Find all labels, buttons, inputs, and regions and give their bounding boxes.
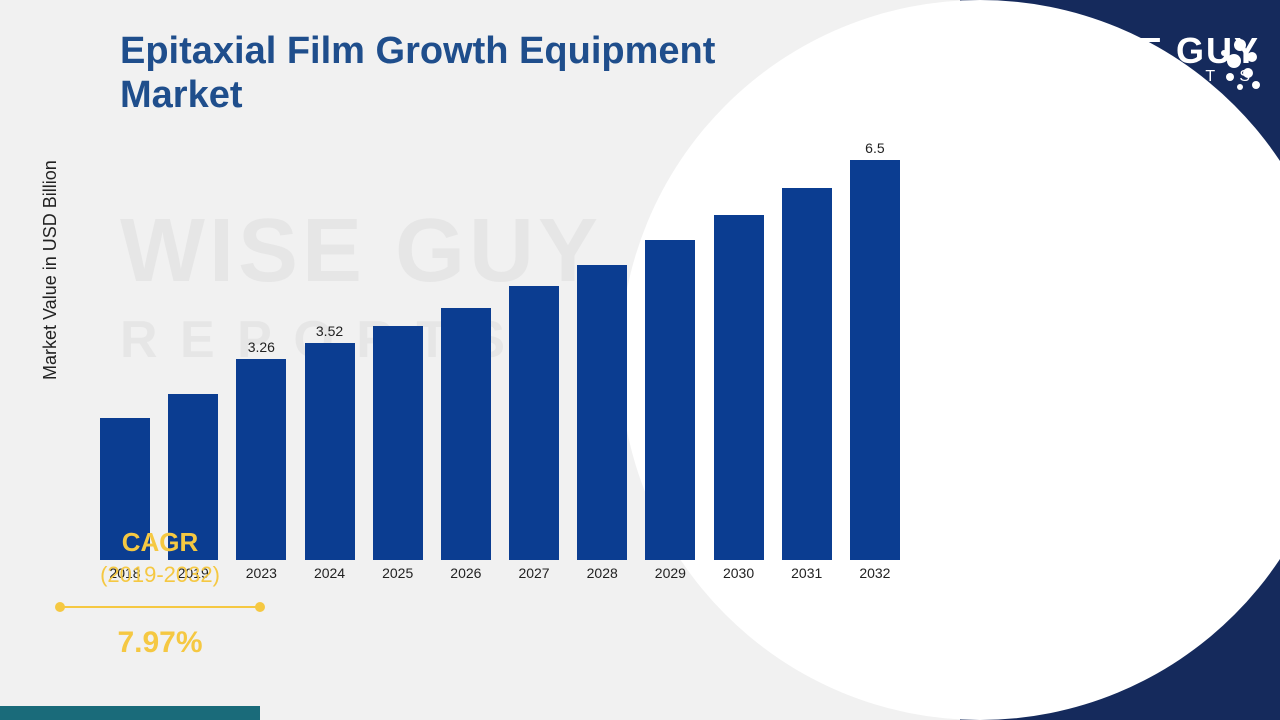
bar (714, 215, 764, 560)
bar-container: 3.263.526.5 (100, 160, 900, 560)
bar-wrap (782, 188, 832, 560)
x-tick-label: 2025 (373, 565, 423, 581)
x-tick-label: 2027 (509, 565, 559, 581)
x-tick-label: 2030 (714, 565, 764, 581)
logo: WISE GUY R E P O R T S (980, 30, 1260, 86)
y-axis-label: Market Value in USD Billion (40, 160, 61, 380)
cagr-value: 7.97% (0, 626, 320, 660)
bar-value-label: 3.52 (316, 323, 343, 339)
bar-wrap (714, 215, 764, 560)
bar-value-label: 6.5 (865, 140, 884, 156)
bar (577, 265, 627, 560)
bar-value-label: 3.26 (248, 339, 275, 355)
x-tick-label: 2026 (441, 565, 491, 581)
cagr-divider (60, 606, 260, 608)
chart-area: 3.263.526.5 (100, 160, 900, 560)
cagr-block: CAGR (2019-2032) 7.97% (0, 527, 320, 660)
bottom-accent-bar (0, 706, 260, 720)
x-tick-label: 2029 (645, 565, 695, 581)
chart-title: Epitaxial Film Growth Equipment Market (120, 30, 820, 117)
bar-wrap (645, 240, 695, 560)
bar (373, 326, 423, 560)
cagr-label: CAGR (0, 527, 320, 558)
x-tick-label: 2028 (577, 565, 627, 581)
bar-wrap (441, 308, 491, 560)
bar (509, 286, 559, 560)
bar (441, 308, 491, 560)
cagr-years: (2019-2032) (0, 562, 320, 588)
bar-wrap: 3.52 (305, 323, 355, 560)
bar (645, 240, 695, 560)
bar-wrap (577, 265, 627, 560)
bar-wrap: 6.5 (850, 140, 900, 560)
bar-wrap (509, 286, 559, 560)
page-root: WISE GUY R E P O R T S Epitaxial Film Gr… (0, 0, 1280, 720)
x-tick-label: 2032 (850, 565, 900, 581)
logo-head-icon (1190, 25, 1270, 105)
bar (850, 160, 900, 560)
x-tick-label: 2031 (782, 565, 832, 581)
bar-wrap (373, 326, 423, 560)
bar (782, 188, 832, 560)
